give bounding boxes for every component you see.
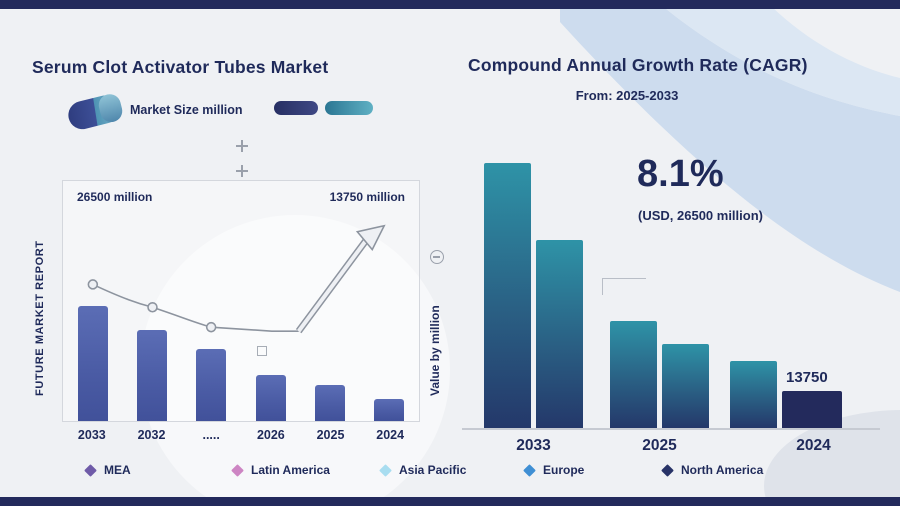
legend-diamond-icon: [661, 463, 674, 477]
legend-item-europe: Europe: [523, 463, 585, 477]
left-x-label: 2032: [137, 428, 166, 442]
left-x-label: 2024: [376, 428, 405, 442]
left-x-label: 2026: [256, 428, 285, 442]
step-line-decor: [602, 278, 646, 295]
bar-2033-series-2: [536, 240, 583, 428]
bottom-border: [0, 497, 900, 506]
square-icon: [257, 346, 267, 356]
circle-minus-icon: [430, 250, 444, 264]
bar-2033-series-1: [484, 163, 531, 428]
left-bar-column: [122, 330, 181, 421]
legend-diamond-icon: [523, 463, 536, 477]
decor-swoosh-inner: [655, 0, 900, 116]
left-bar-column: [360, 399, 419, 421]
right-chart-plot: [462, 160, 880, 430]
right-bar-group-2025: [610, 321, 709, 428]
legend-label: MEA: [104, 463, 131, 477]
cagr-value: 8.1%: [637, 153, 724, 195]
right-x-label: 2033: [516, 437, 551, 454]
decor-swoosh: [560, 0, 900, 292]
right-bars: [462, 160, 880, 428]
legend-diamond-icon: [231, 463, 244, 477]
left-bar-column: [300, 385, 359, 421]
bar-2025: [314, 385, 345, 421]
legend-label: Latin America: [251, 463, 330, 477]
bar-.....: [196, 349, 227, 421]
decor-pill-teal: [325, 101, 373, 115]
legend-diamond-icon: [379, 463, 392, 477]
plus-icon: [236, 165, 248, 177]
left-bar-column: [63, 306, 122, 421]
left-x-label: 2025: [316, 428, 345, 442]
legend-item-latin-america: Latin America: [231, 463, 330, 477]
left-x-axis-labels: 2033 2032..... 2026 2025 2024: [62, 428, 420, 442]
left-chart-plot: 26500 million 13750 million: [62, 180, 420, 422]
legend-item-asia-pacific: Asia Pacific: [379, 463, 467, 477]
left-bars: [63, 181, 419, 421]
left-x-label: 2033: [77, 428, 106, 442]
bar-2025-series-1: [610, 321, 657, 428]
decor-blob: [764, 410, 900, 506]
legend-item-mea: MEA: [84, 463, 131, 477]
left-y-axis-label: FUTURE MARKET REPORT: [34, 240, 46, 396]
legend-item-north-america: North America: [661, 463, 764, 477]
region-legend: MEA Latin America Asia Pacific Europe North …: [0, 463, 900, 487]
right-y-axis-label: Value by million: [428, 305, 442, 397]
right-chart-title: Compound Annual Growth Rate (CAGR): [468, 55, 808, 75]
right-x-label: 2025: [642, 437, 677, 454]
right-x-label: 2024: [796, 437, 831, 454]
decor-pill-navy: [274, 101, 318, 115]
right-bar-group-2033: [484, 163, 583, 428]
market-size-legend-label: Market Size million: [130, 103, 243, 117]
right-bar-group-2024: [730, 361, 842, 428]
left-bar-column: [241, 375, 300, 421]
bar-2026: [255, 375, 286, 421]
annotation-13750: 13750 million: [329, 190, 405, 204]
plus-icon: [236, 140, 248, 152]
annotation-value-2024: 13750: [786, 369, 828, 386]
legend-diamond-icon: [84, 463, 97, 477]
annotation-26500: 26500 million: [77, 190, 153, 204]
cagr-note: (USD, 26500 million): [638, 208, 763, 223]
bar-2024-series-2: [782, 391, 842, 428]
right-x-axis-labels: 2033 2025 2024: [462, 437, 880, 459]
left-chart-title: Serum Clot Activator Tubes Market: [32, 57, 329, 77]
cagr-period: From: 2025-2033: [575, 88, 679, 103]
bar-2024-series-1: [730, 361, 777, 428]
legend-label: North America: [681, 463, 764, 477]
bar-2024: [374, 399, 405, 421]
legend-label: Asia Pacific: [399, 463, 467, 477]
bar-2032: [136, 330, 167, 421]
bar-2033: [77, 306, 108, 421]
left-x-label: .....: [202, 428, 220, 442]
left-bar-column: [182, 349, 241, 421]
bar-2025-series-2: [662, 344, 709, 428]
top-border: [0, 0, 900, 9]
legend-label: Europe: [543, 463, 585, 477]
